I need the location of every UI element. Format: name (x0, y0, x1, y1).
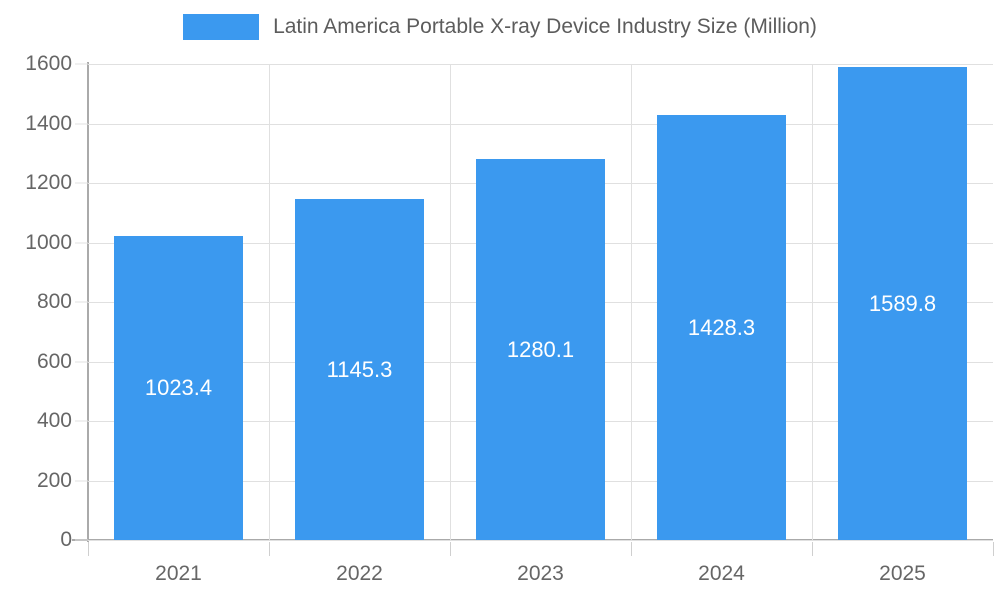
x-axis-tick-mark (269, 542, 270, 556)
legend-item-series-1[interactable]: Latin America Portable X-ray Device Indu… (183, 14, 817, 40)
x-axis-tick-label: 2021 (155, 562, 202, 585)
y-axis-tick-label: 400 (36, 409, 72, 432)
bar[interactable] (113, 235, 244, 540)
gridline-vertical (269, 64, 270, 540)
y-axis-tick-label: 800 (36, 290, 72, 313)
bar-value-label: 1145.3 (326, 356, 393, 382)
x-axis-tick-mark (993, 542, 994, 556)
gridline-vertical (812, 64, 813, 540)
y-axis-tick-label: 1000 (25, 230, 72, 254)
gridline-horizontal (88, 540, 993, 541)
x-axis-tick-label: 2022 (336, 562, 383, 585)
y-axis-tick-label: 1200 (25, 171, 72, 194)
bar-value-label: 1428.3 (687, 314, 756, 340)
y-axis-tick-label: 200 (36, 468, 72, 492)
bar[interactable] (475, 159, 606, 540)
gridline-horizontal (88, 64, 993, 65)
plot-area: 1023.4 1145.3 1280.1 1428.3 1589.8 (88, 64, 993, 541)
bar-value-label: 1023.4 (144, 374, 213, 400)
chart-legend: Latin America Portable X-ray Device Indu… (0, 14, 1000, 40)
x-axis-tick-label: 2025 (879, 562, 926, 585)
y-axis-tick-label: 0 (60, 528, 72, 551)
x-axis-tick-mark (450, 542, 451, 556)
x-axis-tick-label: 2024 (698, 562, 745, 585)
y-axis-tick-label: 600 (36, 349, 72, 373)
bar[interactable] (294, 199, 425, 540)
y-axis-tick-label: 1400 (25, 111, 72, 135)
bar-value-label: 1589.8 (868, 290, 937, 316)
x-axis-tick-mark (812, 542, 813, 556)
x-axis-tick-label: 2023 (517, 562, 564, 585)
legend-item-label: Latin America Portable X-ray Device Indu… (273, 15, 817, 38)
y-axis-tick-label: 1600 (25, 52, 72, 75)
x-axis-tick-mark (88, 542, 89, 556)
gridline-vertical (631, 64, 632, 540)
gridline-vertical (450, 64, 451, 540)
x-axis-tick-mark (631, 542, 632, 556)
bar[interactable] (656, 115, 787, 540)
bar-value-label: 1280.1 (506, 336, 575, 362)
bar[interactable] (837, 67, 968, 540)
gridline-horizontal (88, 123, 993, 125)
legend-color-swatch-icon (183, 14, 260, 40)
